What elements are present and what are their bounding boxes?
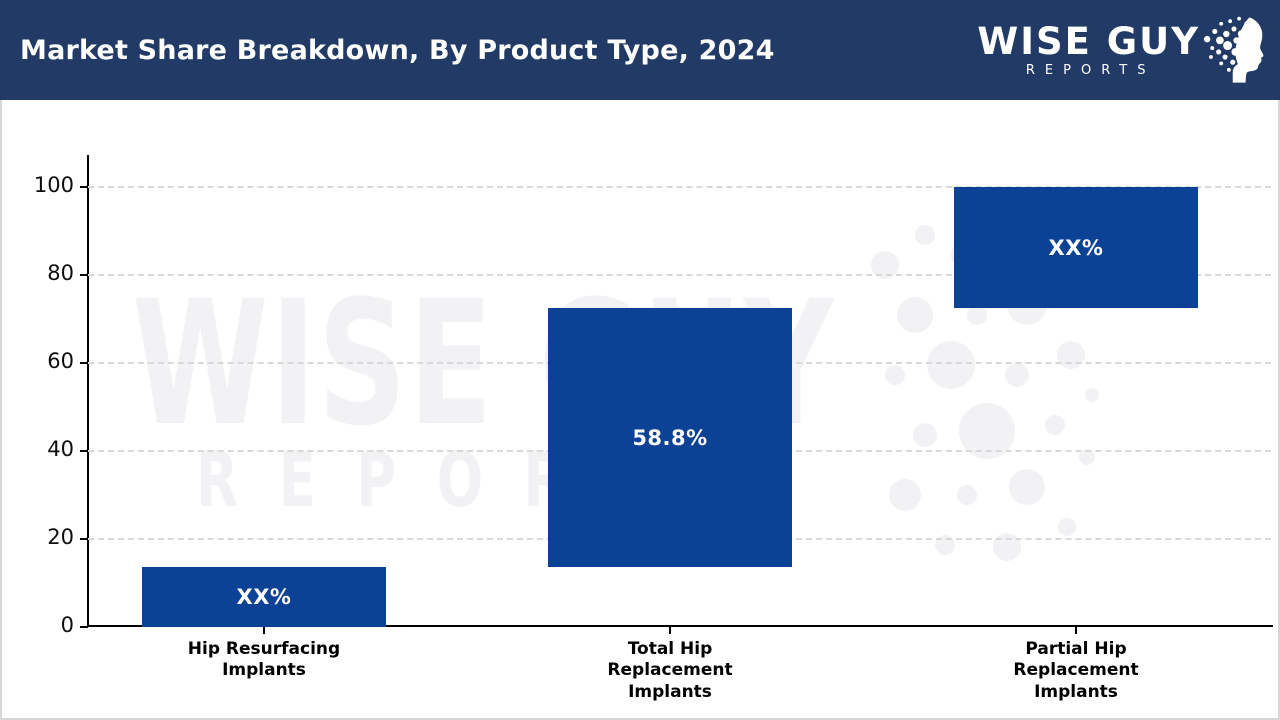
y-tick-mark bbox=[80, 538, 88, 540]
logo-text: WISE GUY REPORTS bbox=[977, 23, 1200, 78]
bar-value-label: XX% bbox=[1048, 235, 1104, 260]
bar: 58.8% bbox=[548, 308, 792, 568]
y-tick-label: 0 bbox=[60, 613, 74, 637]
y-tick-mark bbox=[80, 274, 88, 276]
bar: XX% bbox=[142, 567, 386, 627]
page-title: Market Share Breakdown, By Product Type,… bbox=[20, 34, 775, 66]
y-tick-label: 40 bbox=[47, 437, 74, 461]
y-tick-label: 80 bbox=[47, 261, 74, 285]
logo-face-icon bbox=[1203, 16, 1264, 83]
y-tick-mark bbox=[80, 186, 88, 188]
y-axis-spine bbox=[87, 155, 89, 627]
header-bar: Market Share Breakdown, By Product Type,… bbox=[0, 0, 1280, 100]
category-label: Total Hip Replacement Implants bbox=[607, 639, 733, 702]
gridline bbox=[88, 186, 1271, 188]
y-tick-mark bbox=[80, 362, 88, 364]
x-axis-spine bbox=[87, 625, 1273, 627]
category-label: Hip Resurfacing Implants bbox=[187, 639, 341, 681]
wise-guy-reports-logo: WISE GUY REPORTS bbox=[977, 6, 1280, 94]
y-tick-label: 20 bbox=[47, 525, 74, 549]
y-tick-label: 100 bbox=[33, 173, 74, 197]
category-label: Partial Hip Replacement Implants bbox=[1013, 639, 1139, 702]
bar-value-label: 58.8% bbox=[632, 425, 708, 450]
bar-value-label: XX% bbox=[236, 585, 292, 610]
y-tick-mark bbox=[80, 450, 88, 452]
y-tick-label: 60 bbox=[47, 349, 74, 373]
bar: XX% bbox=[954, 187, 1198, 309]
x-tick-mark bbox=[669, 627, 671, 634]
logo-brand-name: WISE GUY bbox=[977, 19, 1200, 63]
x-tick-mark bbox=[1075, 627, 1077, 634]
x-tick-mark bbox=[263, 627, 265, 634]
logo-brand-subtitle: REPORTS bbox=[1025, 62, 1156, 78]
gridline bbox=[88, 274, 1271, 276]
y-tick-mark bbox=[80, 626, 88, 628]
